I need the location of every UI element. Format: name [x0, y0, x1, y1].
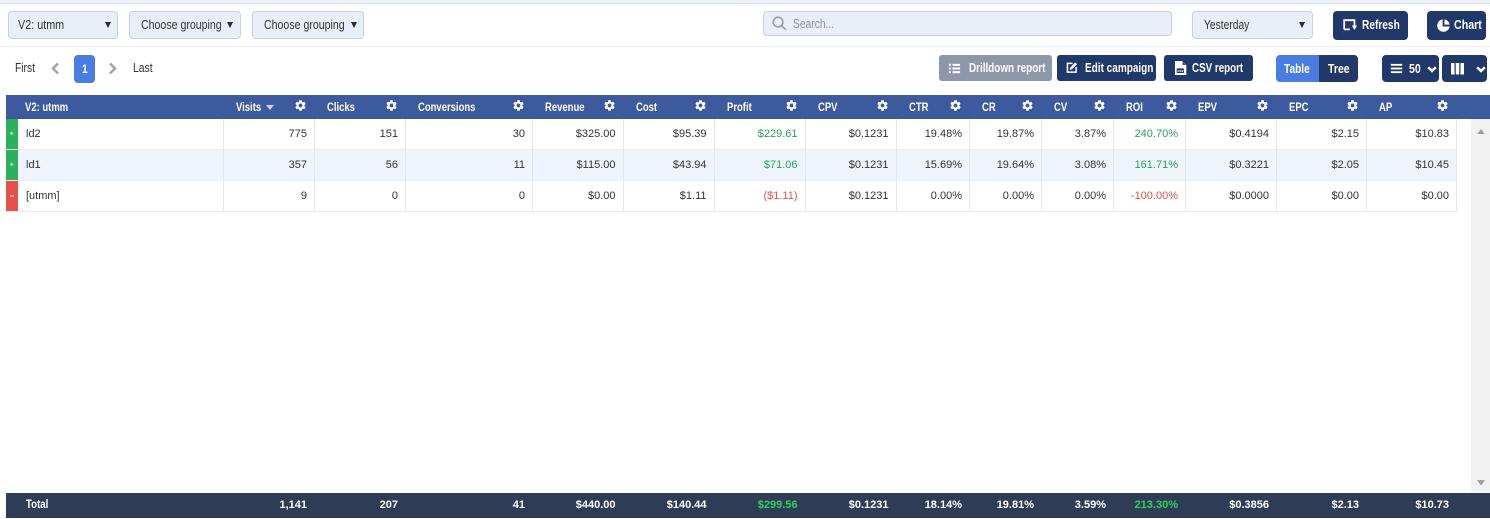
svg-text:csv: csv: [1177, 69, 1184, 73]
